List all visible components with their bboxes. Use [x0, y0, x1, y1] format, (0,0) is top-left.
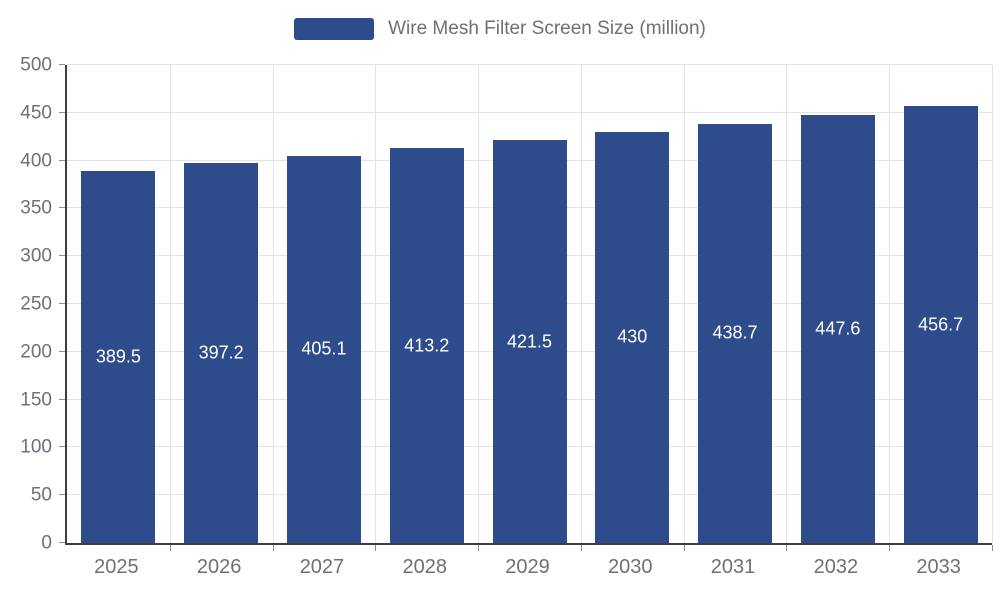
bar-value-label: 413.2: [404, 335, 450, 355]
legend-swatch: [294, 18, 375, 40]
bar-2029: 421.5: [492, 140, 567, 543]
chart-legend[interactable]: Wire Mesh Filter Screen Size (million): [0, 18, 1000, 40]
bar-2031: 438.7: [698, 123, 773, 543]
y-axis-tick: [59, 303, 65, 304]
x-axis-tick: [786, 545, 788, 551]
vertical-gridline: [375, 65, 377, 543]
y-axis-tick-label: 450: [20, 102, 52, 124]
vertical-gridline: [580, 65, 582, 543]
x-axis-tick: [992, 545, 993, 551]
bar-value-label: 389.5: [95, 346, 141, 367]
bar-2025: 389.5: [81, 170, 156, 543]
x-axis-tick-label: 2026: [196, 556, 242, 578]
vertical-gridline: [272, 65, 274, 543]
y-axis-tick-label: 0: [41, 532, 52, 554]
y-axis-tick-label: 250: [20, 293, 52, 315]
y-axis-tick: [59, 398, 65, 400]
x-axis-tick-label: 2025: [94, 556, 139, 578]
x-axis-tick-label: 2033: [916, 556, 961, 578]
x-axis-tick: [375, 545, 377, 551]
y-axis-tick-label: 50: [30, 484, 52, 506]
x-axis-tick-label: 2029: [505, 556, 550, 578]
x-axis-tick-label: 2028: [402, 556, 447, 578]
legend-label: Wire Mesh Filter Screen Size (million): [388, 18, 706, 39]
bar-2033: 456.7: [903, 106, 978, 543]
vertical-gridline: [478, 65, 480, 543]
y-axis-tick: [59, 350, 65, 352]
bar-2026: 397.2: [184, 163, 259, 543]
y-axis-tick: [59, 64, 65, 65]
x-axis-tick: [889, 545, 891, 551]
y-axis-tick-label: 100: [20, 436, 52, 458]
y-axis-tick-label: 400: [20, 150, 52, 172]
y-axis-tick: [59, 494, 65, 496]
bar-value-label: 456.7: [918, 314, 964, 335]
bar-value-label: 447.6: [815, 318, 861, 339]
y-axis-tick: [59, 446, 65, 448]
x-axis-tick-label: 2031: [710, 556, 756, 578]
bar-2027: 405.1: [286, 155, 361, 543]
bar-2030: 430: [595, 131, 670, 543]
y-axis-tick: [59, 255, 65, 257]
y-axis-tick: [59, 542, 65, 543]
vertical-gridline: [683, 65, 685, 543]
y-axis-tick-label: 300: [20, 245, 52, 267]
y-axis-tick-label: 200: [20, 341, 52, 363]
bar-value-label: 438.7: [712, 322, 758, 343]
x-axis-tick: [580, 545, 582, 551]
vertical-gridline: [992, 65, 993, 543]
vertical-gridline: [169, 65, 171, 543]
bar-2028: 413.2: [389, 147, 464, 543]
vertical-gridline: [889, 65, 891, 543]
x-axis-labels: 2025 2026 2027 2028 2029 2030 2031 2032 2033: [65, 556, 990, 588]
y-axis-tick: [59, 111, 65, 113]
plot-area: 389.5 397.2 405.1 413.2 421.5 430 438.7 447.6 45…: [59, 64, 993, 551]
y-axis-tick: [59, 159, 65, 161]
bar-value-label: 405.1: [301, 338, 347, 359]
y-axis-labels: 0 50 100 150 200 250 300 350 400 450 500: [0, 56, 52, 553]
x-axis-tick: [272, 545, 274, 551]
vertical-gridline: [786, 65, 788, 543]
horizontal-gridline: [67, 64, 992, 65]
x-axis-tick: [478, 545, 480, 551]
y-axis-tick-label: 500: [20, 54, 52, 76]
bar-2032: 447.6: [800, 115, 875, 543]
y-axis-tick-label: 350: [20, 197, 52, 219]
bar-value-label: 430: [617, 326, 648, 347]
y-axis-tick-label: 150: [20, 389, 52, 411]
y-axis-tick: [59, 207, 65, 209]
x-axis-tick-label: 2027: [299, 556, 345, 578]
horizontal-gridline: [67, 111, 992, 113]
x-axis-tick: [683, 545, 685, 551]
x-axis-tick-label: 2032: [813, 556, 859, 578]
x-axis-tick: [169, 545, 171, 551]
bar-value-label: 397.2: [198, 342, 244, 363]
bar-value-label: 421.5: [506, 331, 553, 352]
x-axis-tick-label: 2030: [608, 556, 653, 578]
